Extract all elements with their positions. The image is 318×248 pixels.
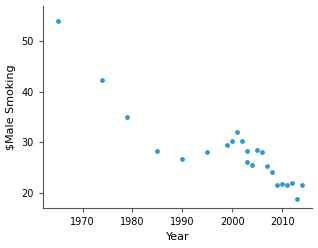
- Point: [230, 139, 235, 143]
- Point: [125, 115, 130, 119]
- Point: [295, 197, 300, 201]
- Point: [280, 182, 285, 186]
- Point: [285, 183, 290, 187]
- Point: [265, 164, 270, 168]
- X-axis label: Year: Year: [166, 232, 189, 243]
- Point: [55, 19, 60, 23]
- Point: [245, 149, 250, 153]
- Point: [205, 150, 210, 154]
- Point: [100, 78, 105, 82]
- Point: [180, 157, 185, 161]
- Point: [155, 149, 160, 153]
- Point: [255, 148, 260, 152]
- Point: [260, 150, 265, 154]
- Point: [250, 163, 255, 167]
- Point: [300, 183, 305, 187]
- Point: [290, 181, 295, 185]
- Point: [245, 160, 250, 164]
- Point: [225, 143, 230, 147]
- Point: [270, 170, 275, 174]
- Y-axis label: $Male Smoking: $Male Smoking: [5, 64, 16, 150]
- Point: [275, 183, 280, 187]
- Point: [235, 130, 240, 134]
- Point: [240, 139, 245, 143]
